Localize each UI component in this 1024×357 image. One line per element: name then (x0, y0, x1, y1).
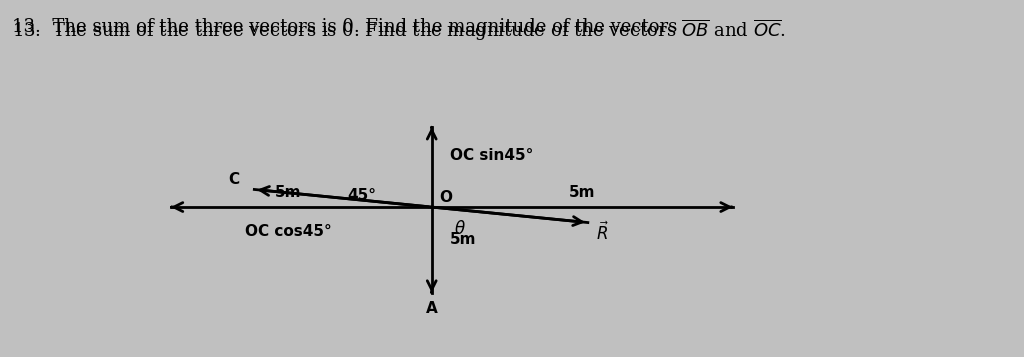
Text: O: O (439, 190, 453, 205)
Text: $\vec{R}$: $\vec{R}$ (596, 221, 609, 243)
Text: 13.  The sum of the three vectors is 0. Find the magnitude of the vectors $\over: 13. The sum of the three vectors is 0. F… (12, 18, 786, 43)
Text: 45°: 45° (347, 188, 377, 203)
Text: 5m: 5m (569, 185, 596, 200)
Text: OC cos45°: OC cos45° (245, 224, 332, 239)
Text: C: C (228, 172, 240, 187)
Text: OC sin45°: OC sin45° (450, 147, 534, 162)
Text: $\theta$: $\theta$ (454, 220, 466, 238)
Text: 13.  The sum of the three vectors is 0. Find the magnitude of the vectors: 13. The sum of the three vectors is 0. F… (12, 18, 683, 36)
Text: 5m: 5m (275, 185, 301, 200)
Text: A: A (426, 301, 437, 316)
Text: 5m: 5m (450, 232, 476, 247)
